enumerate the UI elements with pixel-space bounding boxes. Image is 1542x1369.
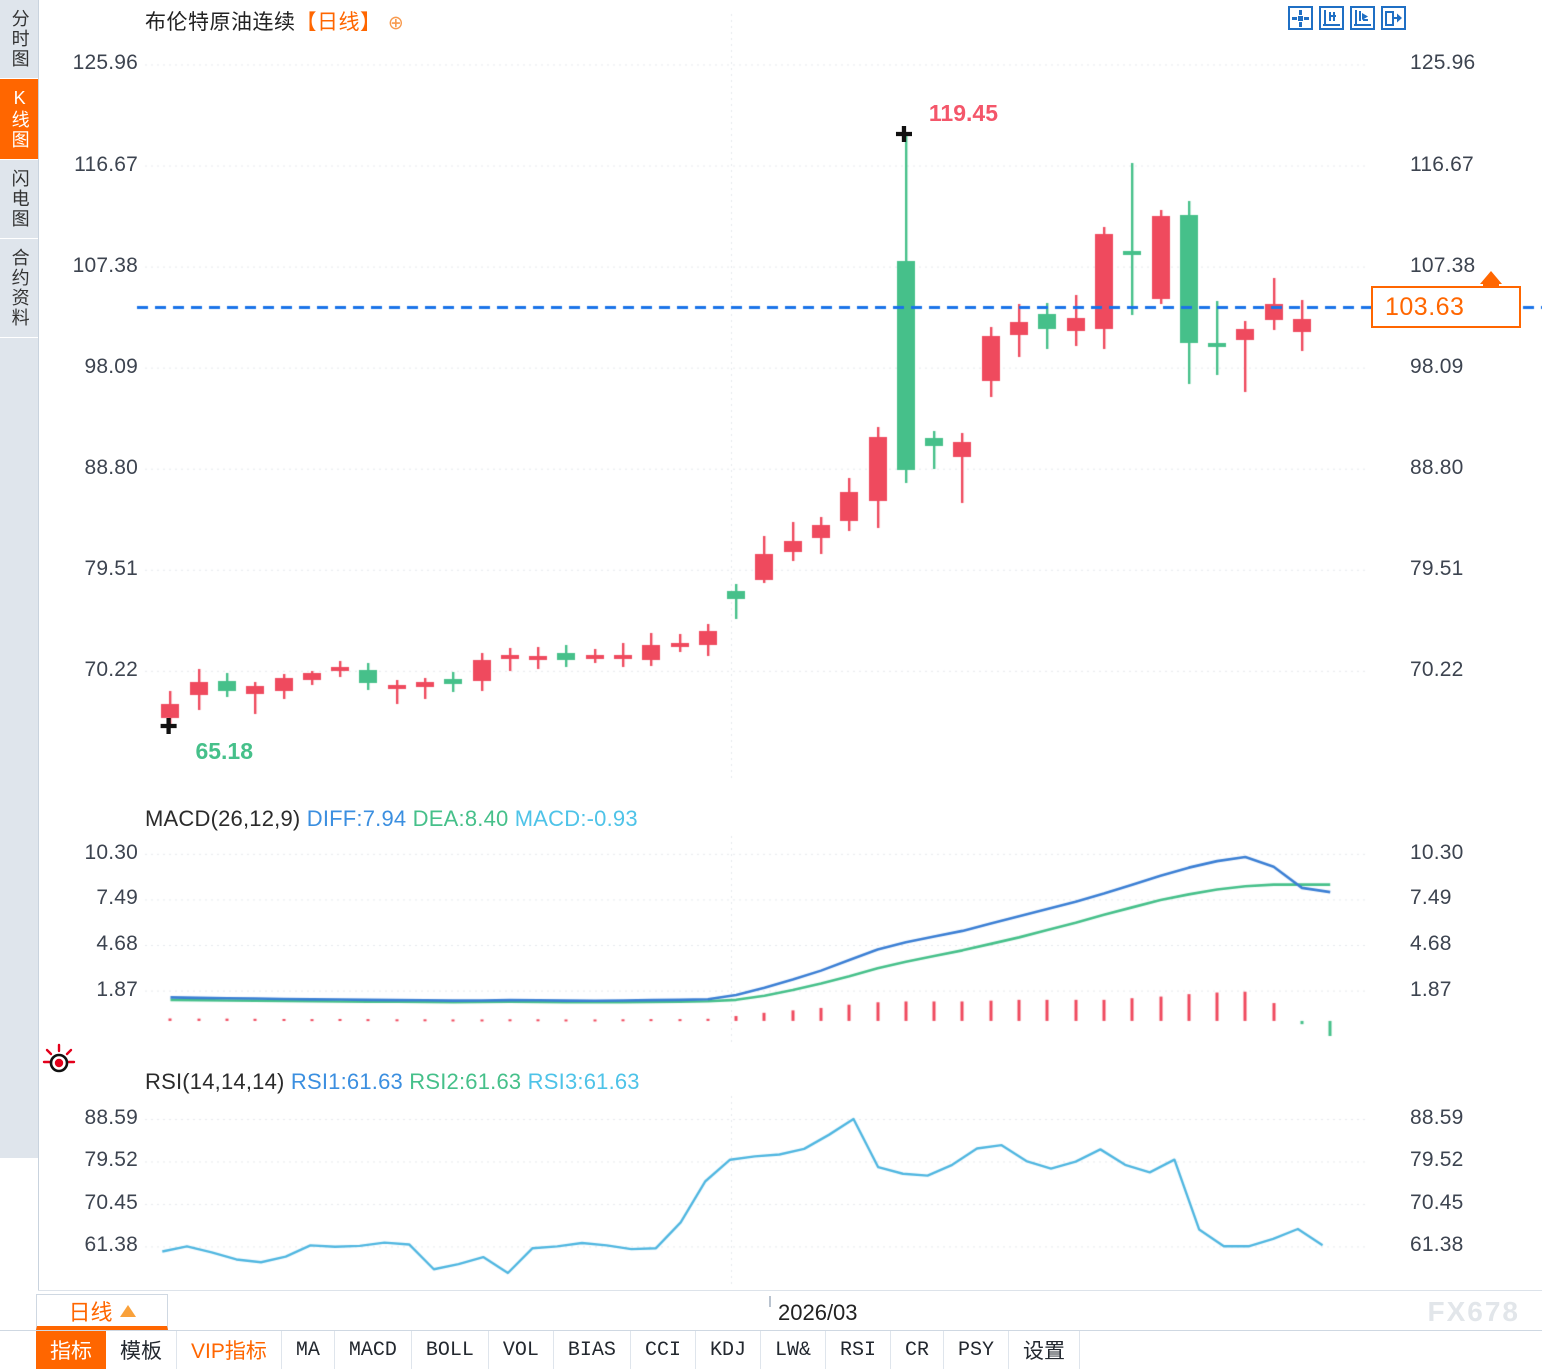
axis-tick-label: 79.52 [84,1148,138,1172]
axis-tick-label: 70.45 [84,1190,138,1214]
toolbar-item-cci[interactable]: CCI [631,1331,696,1369]
axis-tick-label: 7.49 [96,886,138,910]
axis-tick-label: 98.09 [84,354,138,378]
axis-tick-label: 4.68 [1410,932,1452,955]
indicator-toolbar: 指标 模板 VIP指标 MA MACD BOLL VOL BIAS CCI KD… [0,1330,1542,1369]
toolbar-item-macd[interactable]: MACD [335,1331,412,1369]
axis-tick-label: 10.30 [84,840,138,864]
chart-canvas[interactable] [38,0,1542,1290]
toolbar-item-boll[interactable]: BOLL [412,1331,489,1369]
toolbar-item-vip-indicators[interactable]: VIP指标 [177,1331,282,1369]
rsi-name: RSI(14,14,14) [145,1069,285,1094]
axis-tick-label: 88.80 [84,455,138,479]
axis-tick-label: 79.51 [1410,556,1464,580]
sidebar-filler [0,338,38,1158]
axis-tick-label: 98.09 [1410,354,1464,378]
axis-tick-label: 70.45 [1410,1190,1464,1214]
toolbar-item-lw[interactable]: LW& [761,1331,826,1369]
date-tick [769,1296,771,1307]
axis-tick-label: 7.49 [1410,886,1452,910]
axis-tick-label: 107.38 [72,253,138,277]
sidebar-item-lightning[interactable]: 闪电图 [0,160,38,239]
date-axis: 2026/03 [38,1290,1542,1331]
toolbar-item-template[interactable]: 模板 [106,1331,177,1369]
toolbar-item-vol[interactable]: VOL [489,1331,554,1369]
date-axis-label: 2026/03 [778,1300,858,1325]
toolbar-filler [1080,1331,1542,1369]
axis-tick-label: 116.67 [74,152,138,176]
axis-tick-label: 125.96 [72,51,138,75]
low-marker-icon: ✚ [159,713,178,739]
axis-tick-label: 107.38 [1410,253,1476,277]
sidebar-item-contract-info[interactable]: 合约资料 [0,239,38,338]
rsi1-value: RSI1:61.63 [290,1069,403,1094]
toolbar-item-cr[interactable]: CR [891,1331,945,1369]
axis-tick-label: 70.22 [84,657,138,681]
axis-tick-label: 88.59 [1410,1105,1464,1129]
chart-canvas-area[interactable] [38,0,1542,1290]
toolbar-item-psy[interactable]: PSY [944,1331,1010,1369]
current-price-tag[interactable]: 103.63 [1371,286,1521,329]
toolbar-item-ma[interactable]: MA [282,1331,335,1369]
price-arrow-stem [1483,282,1499,290]
axis-tick-label: 88.80 [1410,455,1464,479]
axis-tick-label: 61.38 [1410,1233,1464,1257]
left-sidebar: 分时图 K线图 闪电图 合约资料 [0,0,39,1290]
period-selector-button[interactable]: 日线 [36,1294,168,1330]
axis-tick-label: 116.67 [1410,152,1474,176]
triangle-up-icon [119,1304,136,1317]
axis-tick-label: 70.22 [1410,657,1464,681]
macd-diff-value: DIFF:7.94 [306,806,407,831]
rsi-indicator-header[interactable]: RSI(14,14,14) RSI1:61.63 RSI2:61.63 RSI3… [145,1069,640,1095]
rsi2-value: RSI2:61.63 [409,1069,522,1094]
macd-dea-value: DEA:8.40 [412,806,509,831]
axis-tick-label: 4.68 [96,932,138,955]
axis-tick-label: 88.59 [84,1105,138,1129]
low-price-label: 65.18 [195,737,254,764]
axis-tick-label: 1.87 [96,977,138,1001]
toolbar-item-bias[interactable]: BIAS [554,1331,631,1369]
price-arrow-icon [1480,271,1502,285]
high-price-label: 119.45 [928,100,998,127]
axis-tick-label: 10.30 [1410,840,1464,864]
toolbar-item-settings[interactable]: 设置 [1009,1331,1081,1369]
high-marker-icon: ✚ [894,122,914,148]
toolbar-item-kdj[interactable]: KDJ [696,1331,761,1369]
sidebar-item-timeshare[interactable]: 分时图 [0,0,38,79]
axis-tick-label: 125.96 [1410,51,1476,75]
macd-indicator-header[interactable]: MACD(26,12,9) DIFF:7.94 DEA:8.40 MACD:-0… [145,806,638,832]
watermark: FX678 [1427,1296,1520,1327]
macd-hist-value: MACD:-0.93 [514,806,638,831]
toolbar-item-indicators[interactable]: 指标 [36,1331,106,1369]
period-selector-label: 日线 [68,1299,113,1325]
sidebar-item-kline[interactable]: K线图 [0,79,38,160]
axis-tick-label: 79.51 [84,556,138,580]
axis-tick-label: 79.52 [1410,1148,1464,1172]
alert-sun-icon[interactable] [42,1042,76,1076]
macd-name: MACD(26,12,9) [145,806,301,831]
axis-tick-label: 61.38 [84,1233,138,1257]
toolbar-item-rsi[interactable]: RSI [826,1331,891,1369]
axis-tick-label: 1.87 [1410,977,1452,1001]
rsi3-value: RSI3:61.63 [527,1069,640,1094]
